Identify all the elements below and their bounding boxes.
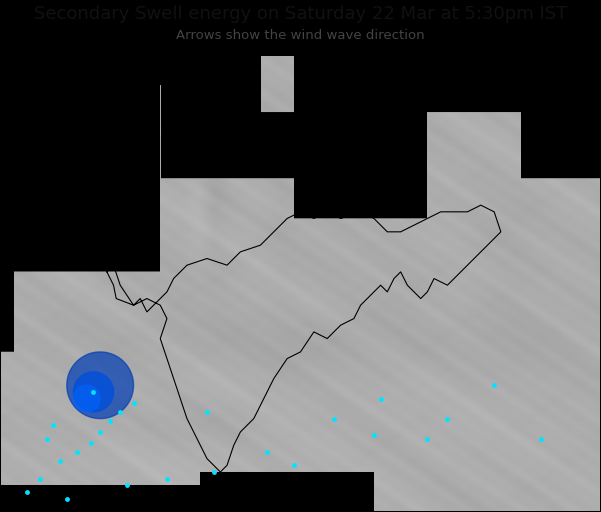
Point [289, 461, 299, 470]
Point [89, 388, 99, 396]
Point [73, 448, 82, 456]
Text: Arrows show the wind wave direction: Arrows show the wind wave direction [176, 29, 425, 41]
Point [55, 457, 65, 465]
Point [96, 428, 105, 436]
Point [129, 398, 138, 407]
Point [35, 475, 45, 483]
Point [22, 488, 31, 496]
Point [105, 417, 114, 425]
Polygon shape [67, 352, 133, 419]
Text: Secondary Swell energy on Saturday 22 Mar at 5:30pm IST: Secondary Swell energy on Saturday 22 Ma… [34, 5, 567, 23]
Point [42, 435, 52, 443]
Polygon shape [73, 372, 114, 412]
Point [162, 475, 172, 483]
Point [86, 439, 96, 447]
Point [489, 381, 499, 389]
Point [423, 435, 432, 443]
Point [536, 435, 546, 443]
Point [376, 395, 385, 403]
Point [202, 408, 212, 416]
Point [369, 431, 379, 439]
Point [262, 448, 272, 456]
Point [115, 408, 125, 416]
Point [329, 415, 339, 423]
Point [62, 495, 72, 503]
Polygon shape [73, 385, 100, 412]
Point [442, 415, 452, 423]
Point [209, 468, 219, 476]
Point [49, 421, 58, 430]
Point [122, 481, 132, 489]
